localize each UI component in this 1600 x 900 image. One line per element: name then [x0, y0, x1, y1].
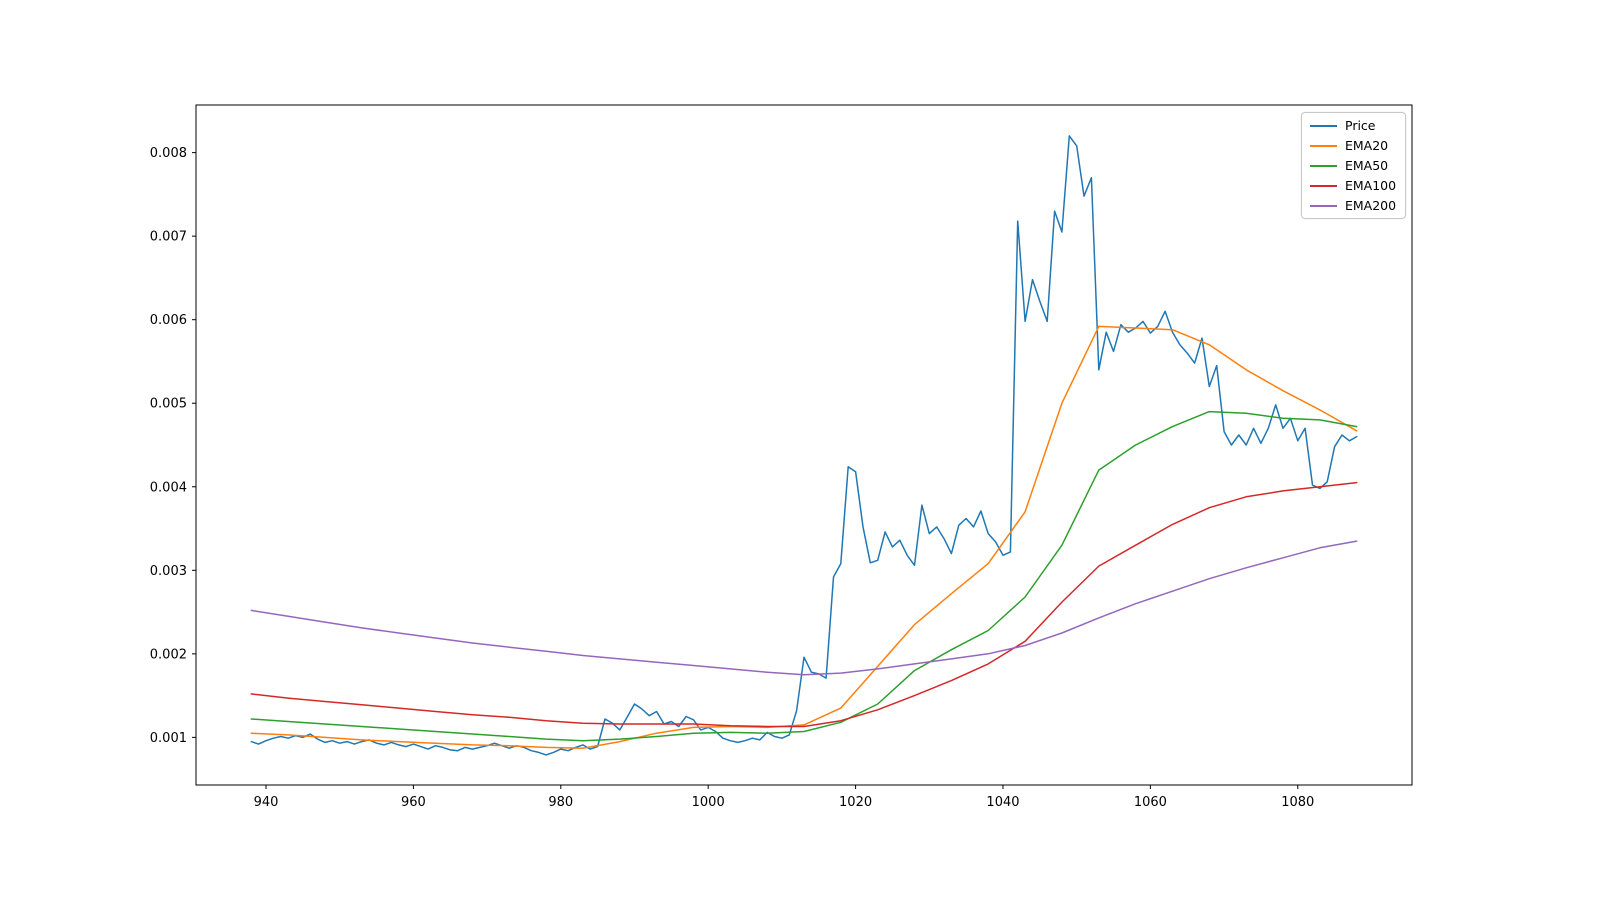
price-line-swatch	[1310, 124, 1337, 127]
x-tick-label: 940	[254, 795, 279, 810]
y-tick-label: 0.002	[150, 647, 187, 662]
x-tick-label: 960	[401, 795, 426, 810]
legend-item-price: Price	[1310, 118, 1396, 133]
legend-label-ema50: EMA50	[1345, 158, 1389, 173]
y-tick-label: 0.005	[150, 397, 187, 412]
x-tick-label: 980	[548, 795, 573, 810]
x-tick-label: 1040	[986, 795, 1019, 810]
legend: Price EMA20 EMA50 EMA100 EMA200	[1301, 112, 1407, 219]
legend-label-ema20: EMA20	[1345, 138, 1389, 153]
plot-frame	[195, 104, 1413, 786]
ema100-line-swatch	[1310, 184, 1337, 187]
x-tick-label: 1060	[1134, 795, 1167, 810]
x-tick-label: 1000	[692, 795, 725, 810]
y-tick-label: 0.008	[150, 146, 187, 161]
x-tick-label: 1080	[1281, 795, 1314, 810]
y-tick-label: 0.004	[150, 480, 187, 495]
ema200-line-swatch	[1310, 204, 1337, 207]
ema50-line	[250, 410, 1358, 742]
legend-item-ema200: EMA200	[1310, 198, 1396, 213]
y-tick-label: 0.006	[150, 313, 187, 328]
legend-label-ema100: EMA100	[1345, 178, 1397, 193]
price-line	[250, 135, 1358, 756]
ema20-line	[250, 325, 1358, 749]
x-tick-label: 1020	[839, 795, 872, 810]
y-tick-label: 0.001	[150, 731, 187, 746]
legend-item-ema20: EMA20	[1310, 138, 1396, 153]
legend-item-ema100: EMA100	[1310, 178, 1396, 193]
legend-label-price: Price	[1345, 118, 1376, 133]
y-tick-label: 0.007	[150, 230, 187, 245]
legend-label-ema200: EMA200	[1345, 198, 1397, 213]
ema100-line	[250, 481, 1358, 728]
ema20-line-swatch	[1310, 144, 1337, 147]
ema200-line	[250, 540, 1358, 676]
y-tick-label: 0.003	[150, 564, 187, 579]
ema50-line-swatch	[1310, 164, 1337, 167]
legend-item-ema50: EMA50	[1310, 158, 1396, 173]
